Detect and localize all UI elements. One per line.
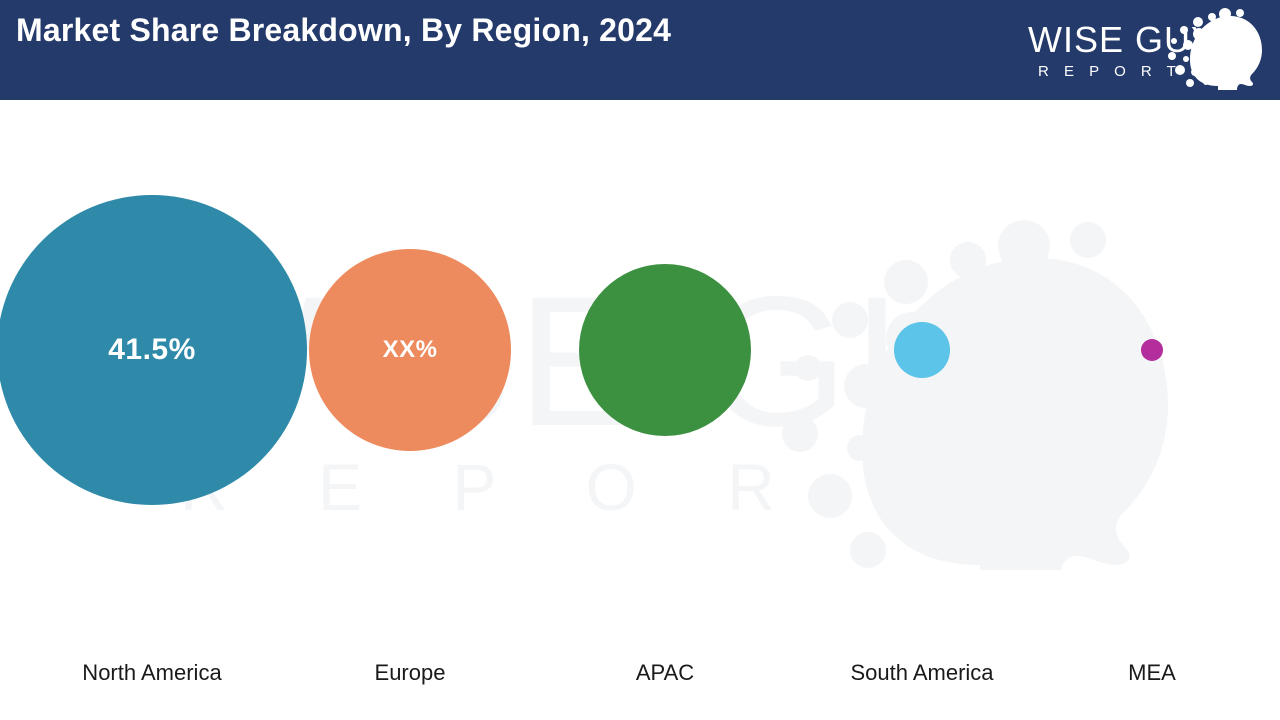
header-bar: Market Share Breakdown, By Region, 2024 … (0, 0, 1280, 100)
wiseguy-reports-logo: WISE GUY R E P O R T S (1022, 8, 1272, 94)
bubble-value-label-north-america: 41.5% (108, 333, 196, 366)
svg-text:R E P O R T S: R E P O R T S (1038, 63, 1206, 80)
category-label-north-america: North America (82, 660, 222, 685)
bubble-value-label-europe: XX% (382, 336, 438, 363)
logo-wordmark-icon: WISE GUY R E P O R T S (1028, 19, 1216, 80)
svg-text:WISE GUY: WISE GUY (1028, 19, 1216, 60)
bubble-south-america[interactable] (894, 322, 950, 378)
chart-plot-area: WISE GUY R E P O R T S (0, 100, 1280, 720)
logo-head-dots-icon (1168, 8, 1262, 90)
bubble-mea[interactable] (1141, 339, 1163, 361)
bubble-europe[interactable]: XX% (309, 249, 511, 451)
bubble-north-america[interactable]: 41.5% (0, 195, 307, 505)
category-label-south-america: South America (850, 660, 994, 685)
bubble-series: 41.5% XX% (0, 100, 1280, 720)
category-label-mea: MEA (1128, 660, 1176, 685)
page-title: Market Share Breakdown, By Region, 2024 (16, 12, 672, 48)
category-label-apac: APAC (635, 660, 695, 685)
category-label-europe: Europe (374, 660, 446, 685)
bubble-apac[interactable] (579, 264, 751, 436)
category-axis-labels: North America Europe APAC South America … (0, 660, 1280, 720)
